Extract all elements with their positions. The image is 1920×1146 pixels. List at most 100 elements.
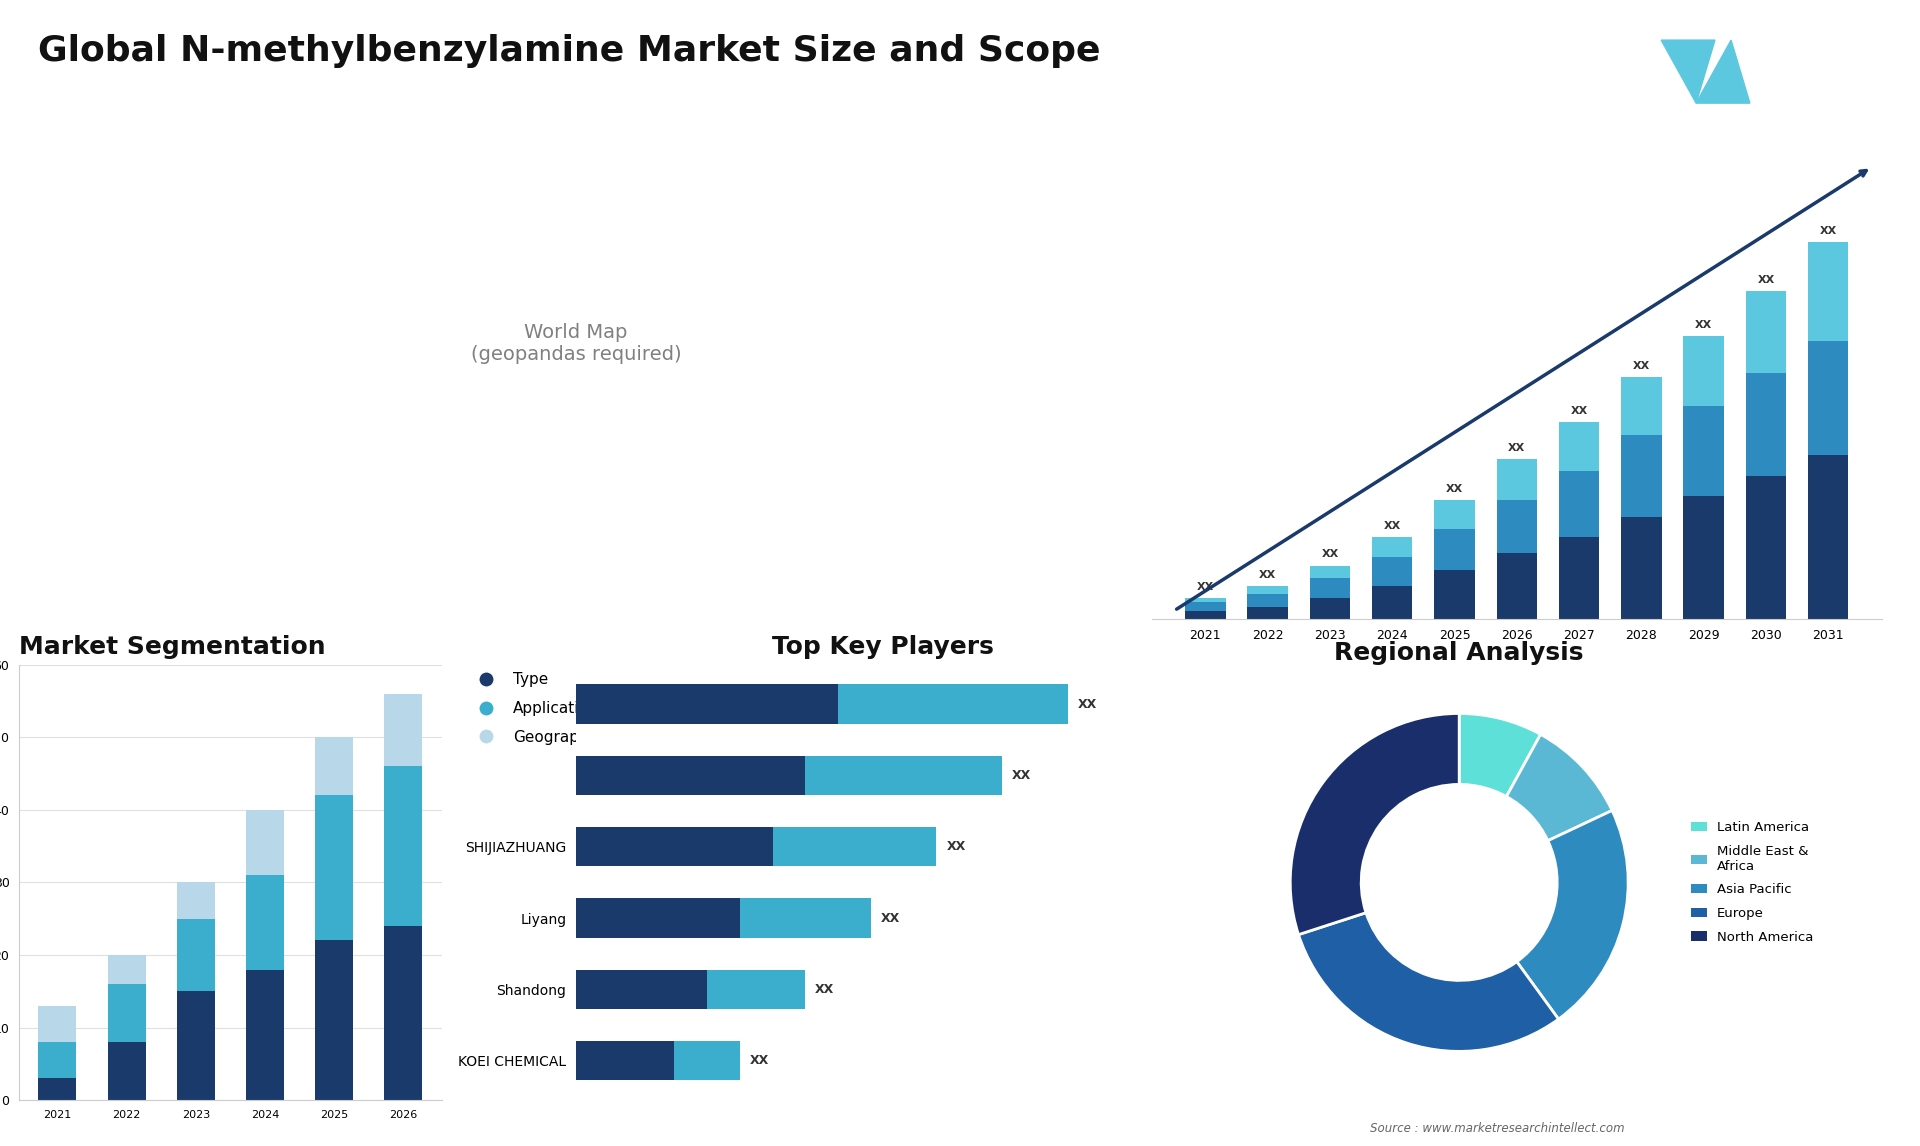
- Bar: [576, 827, 772, 866]
- Text: XX: XX: [1509, 444, 1524, 453]
- Text: XX: XX: [1321, 549, 1338, 559]
- Bar: [1684, 406, 1724, 496]
- Circle shape: [1361, 784, 1557, 981]
- Bar: [1309, 598, 1350, 619]
- Bar: [384, 767, 422, 926]
- Bar: [1745, 291, 1786, 374]
- Text: XX: XX: [1571, 406, 1588, 416]
- Text: Market Segmentation: Market Segmentation: [19, 635, 326, 659]
- Bar: [177, 991, 215, 1100]
- Bar: [1745, 476, 1786, 619]
- Bar: [576, 970, 707, 1008]
- Bar: [108, 955, 146, 984]
- Bar: [804, 756, 1002, 795]
- Title: Regional Analysis: Regional Analysis: [1334, 641, 1584, 665]
- Wedge shape: [1459, 714, 1540, 796]
- Bar: [576, 898, 739, 937]
- Bar: [1620, 434, 1661, 517]
- Text: XX: XX: [749, 1054, 768, 1067]
- Bar: [1185, 598, 1225, 603]
- Bar: [315, 941, 353, 1100]
- Bar: [177, 882, 215, 919]
- Bar: [1496, 500, 1538, 554]
- Bar: [246, 970, 284, 1100]
- Text: Source : www.marketresearchintellect.com: Source : www.marketresearchintellect.com: [1371, 1122, 1624, 1135]
- Text: RESEARCH: RESEARCH: [1761, 62, 1814, 71]
- Polygon shape: [1626, 40, 1680, 103]
- Text: Global N-methylbenzylamine Market Size and Scope: Global N-methylbenzylamine Market Size a…: [38, 34, 1100, 69]
- Text: XX: XX: [1012, 769, 1031, 782]
- Text: MARKET: MARKET: [1761, 39, 1803, 48]
- Bar: [1809, 242, 1849, 340]
- Text: XX: XX: [1260, 570, 1277, 580]
- Legend: Type, Application, Geography: Type, Application, Geography: [470, 673, 599, 745]
- Bar: [315, 737, 353, 795]
- Text: XX: XX: [1757, 275, 1774, 285]
- Bar: [1309, 566, 1350, 578]
- Text: INTELLECT: INTELLECT: [1761, 85, 1801, 94]
- Polygon shape: [1695, 40, 1749, 103]
- Bar: [1496, 460, 1538, 500]
- Bar: [1559, 537, 1599, 619]
- Bar: [1745, 374, 1786, 476]
- Text: XX: XX: [1196, 582, 1213, 592]
- Text: XX: XX: [881, 911, 900, 925]
- Bar: [1434, 500, 1475, 528]
- Bar: [1684, 337, 1724, 406]
- Bar: [1248, 586, 1288, 595]
- Bar: [839, 684, 1068, 724]
- Bar: [38, 1042, 77, 1078]
- Wedge shape: [1298, 912, 1559, 1051]
- Bar: [1185, 611, 1225, 619]
- Bar: [1620, 517, 1661, 619]
- Bar: [1559, 423, 1599, 471]
- Bar: [1620, 377, 1661, 434]
- Wedge shape: [1507, 735, 1613, 841]
- Text: XX: XX: [816, 983, 835, 996]
- Bar: [384, 693, 422, 767]
- Text: XX: XX: [1446, 484, 1463, 494]
- Bar: [1309, 578, 1350, 598]
- Text: XX: XX: [1077, 698, 1096, 711]
- Legend: Latin America, Middle East &
Africa, Asia Pacific, Europe, North America: Latin America, Middle East & Africa, Asi…: [1686, 816, 1818, 949]
- Bar: [1373, 557, 1413, 586]
- Text: World Map
(geopandas required): World Map (geopandas required): [470, 323, 682, 364]
- Bar: [108, 1042, 146, 1100]
- Bar: [246, 876, 284, 970]
- Bar: [1496, 554, 1538, 619]
- Bar: [1809, 340, 1849, 455]
- Polygon shape: [1661, 40, 1715, 103]
- Text: XX: XX: [1695, 320, 1713, 330]
- Bar: [315, 795, 353, 941]
- Bar: [739, 898, 872, 937]
- Bar: [1373, 586, 1413, 619]
- Wedge shape: [1290, 714, 1459, 935]
- Bar: [1185, 603, 1225, 611]
- Bar: [1809, 455, 1849, 619]
- Bar: [576, 756, 804, 795]
- Bar: [1248, 595, 1288, 606]
- Bar: [38, 1006, 77, 1042]
- Text: XX: XX: [947, 840, 966, 854]
- Bar: [1434, 528, 1475, 570]
- Title: Top Key Players: Top Key Players: [772, 635, 995, 659]
- Bar: [108, 984, 146, 1042]
- Text: XX: XX: [1632, 361, 1649, 371]
- Bar: [384, 926, 422, 1100]
- Text: XX: XX: [1820, 226, 1837, 236]
- Bar: [1684, 496, 1724, 619]
- Bar: [576, 684, 839, 724]
- Bar: [1559, 471, 1599, 537]
- Bar: [772, 827, 937, 866]
- Bar: [246, 810, 284, 876]
- Bar: [1434, 570, 1475, 619]
- Wedge shape: [1517, 810, 1628, 1019]
- Bar: [674, 1041, 739, 1081]
- Bar: [707, 970, 804, 1008]
- Bar: [576, 1041, 674, 1081]
- Bar: [38, 1078, 77, 1100]
- Text: XX: XX: [1384, 520, 1402, 531]
- Bar: [177, 919, 215, 991]
- Bar: [1248, 606, 1288, 619]
- Bar: [1373, 537, 1413, 557]
